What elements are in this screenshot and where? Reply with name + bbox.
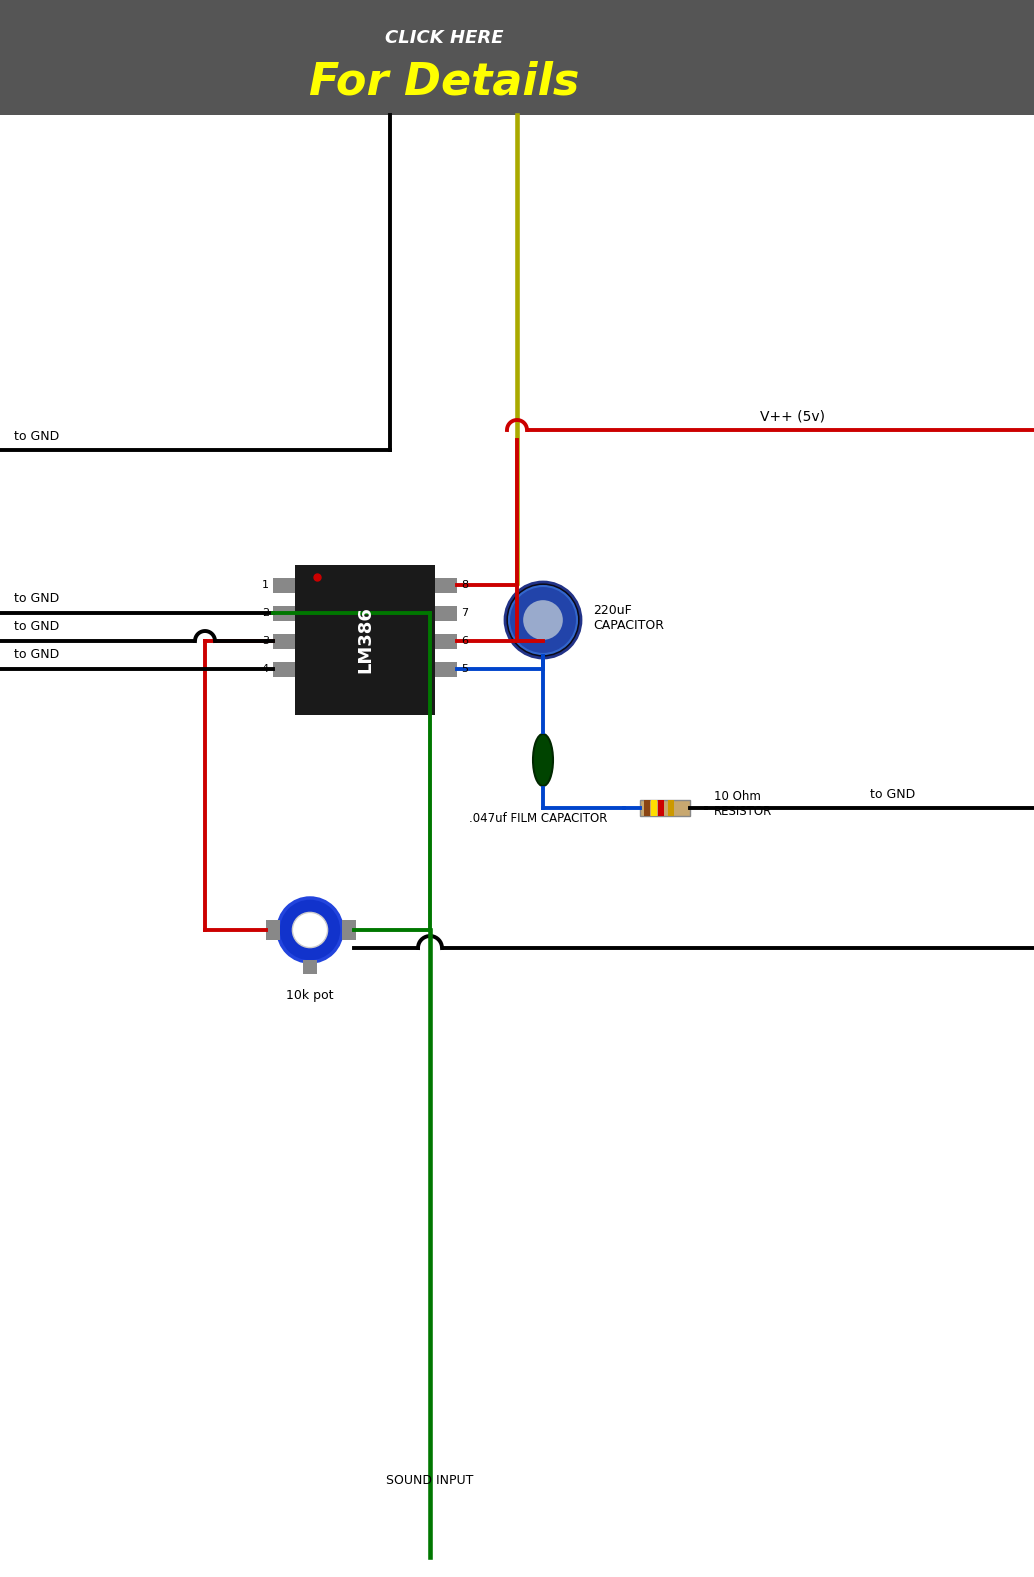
Text: For Details: For Details xyxy=(309,60,580,104)
Text: V++ (5v): V++ (5v) xyxy=(760,408,825,423)
Text: 1: 1 xyxy=(262,580,269,590)
Text: 6: 6 xyxy=(461,636,468,647)
Text: .047uf FILM CAPACITOR: .047uf FILM CAPACITOR xyxy=(468,812,607,825)
Bar xyxy=(273,577,295,593)
Text: to GND: to GND xyxy=(14,429,59,443)
Text: to GND: to GND xyxy=(870,787,915,801)
Circle shape xyxy=(509,587,577,654)
Bar xyxy=(0,0,1034,115)
Circle shape xyxy=(293,913,328,948)
Circle shape xyxy=(278,897,342,962)
Bar xyxy=(435,661,457,677)
Ellipse shape xyxy=(533,733,553,785)
Bar xyxy=(295,565,435,714)
Bar xyxy=(651,800,657,815)
Bar xyxy=(273,661,295,677)
Bar xyxy=(435,577,457,593)
Text: SOUND INPUT: SOUND INPUT xyxy=(387,1473,474,1487)
Text: 4: 4 xyxy=(262,664,269,673)
Bar xyxy=(273,606,295,620)
Bar xyxy=(303,960,317,975)
Bar xyxy=(273,634,295,648)
Bar xyxy=(640,800,690,815)
Bar xyxy=(342,919,356,940)
Text: to GND: to GND xyxy=(14,593,59,606)
Bar xyxy=(658,800,664,815)
Bar xyxy=(266,919,280,940)
Text: to GND: to GND xyxy=(14,648,59,661)
Bar xyxy=(435,606,457,620)
Text: 10 Ohm
RESISTOR: 10 Ohm RESISTOR xyxy=(714,790,772,818)
Text: 10k pot: 10k pot xyxy=(286,989,334,1003)
Bar xyxy=(668,800,674,815)
Text: 3: 3 xyxy=(262,636,269,647)
Text: 5: 5 xyxy=(461,664,468,673)
Text: 8: 8 xyxy=(461,580,468,590)
Bar xyxy=(435,634,457,648)
Text: CLICK HERE: CLICK HERE xyxy=(386,28,504,47)
Text: 2: 2 xyxy=(262,609,269,618)
Text: 7: 7 xyxy=(461,609,468,618)
Bar xyxy=(644,800,650,815)
Text: LM386: LM386 xyxy=(356,607,374,673)
Text: to GND: to GND xyxy=(14,620,59,634)
Circle shape xyxy=(505,582,581,658)
Circle shape xyxy=(523,601,562,640)
Text: 220uF
CAPACITOR: 220uF CAPACITOR xyxy=(594,604,664,632)
